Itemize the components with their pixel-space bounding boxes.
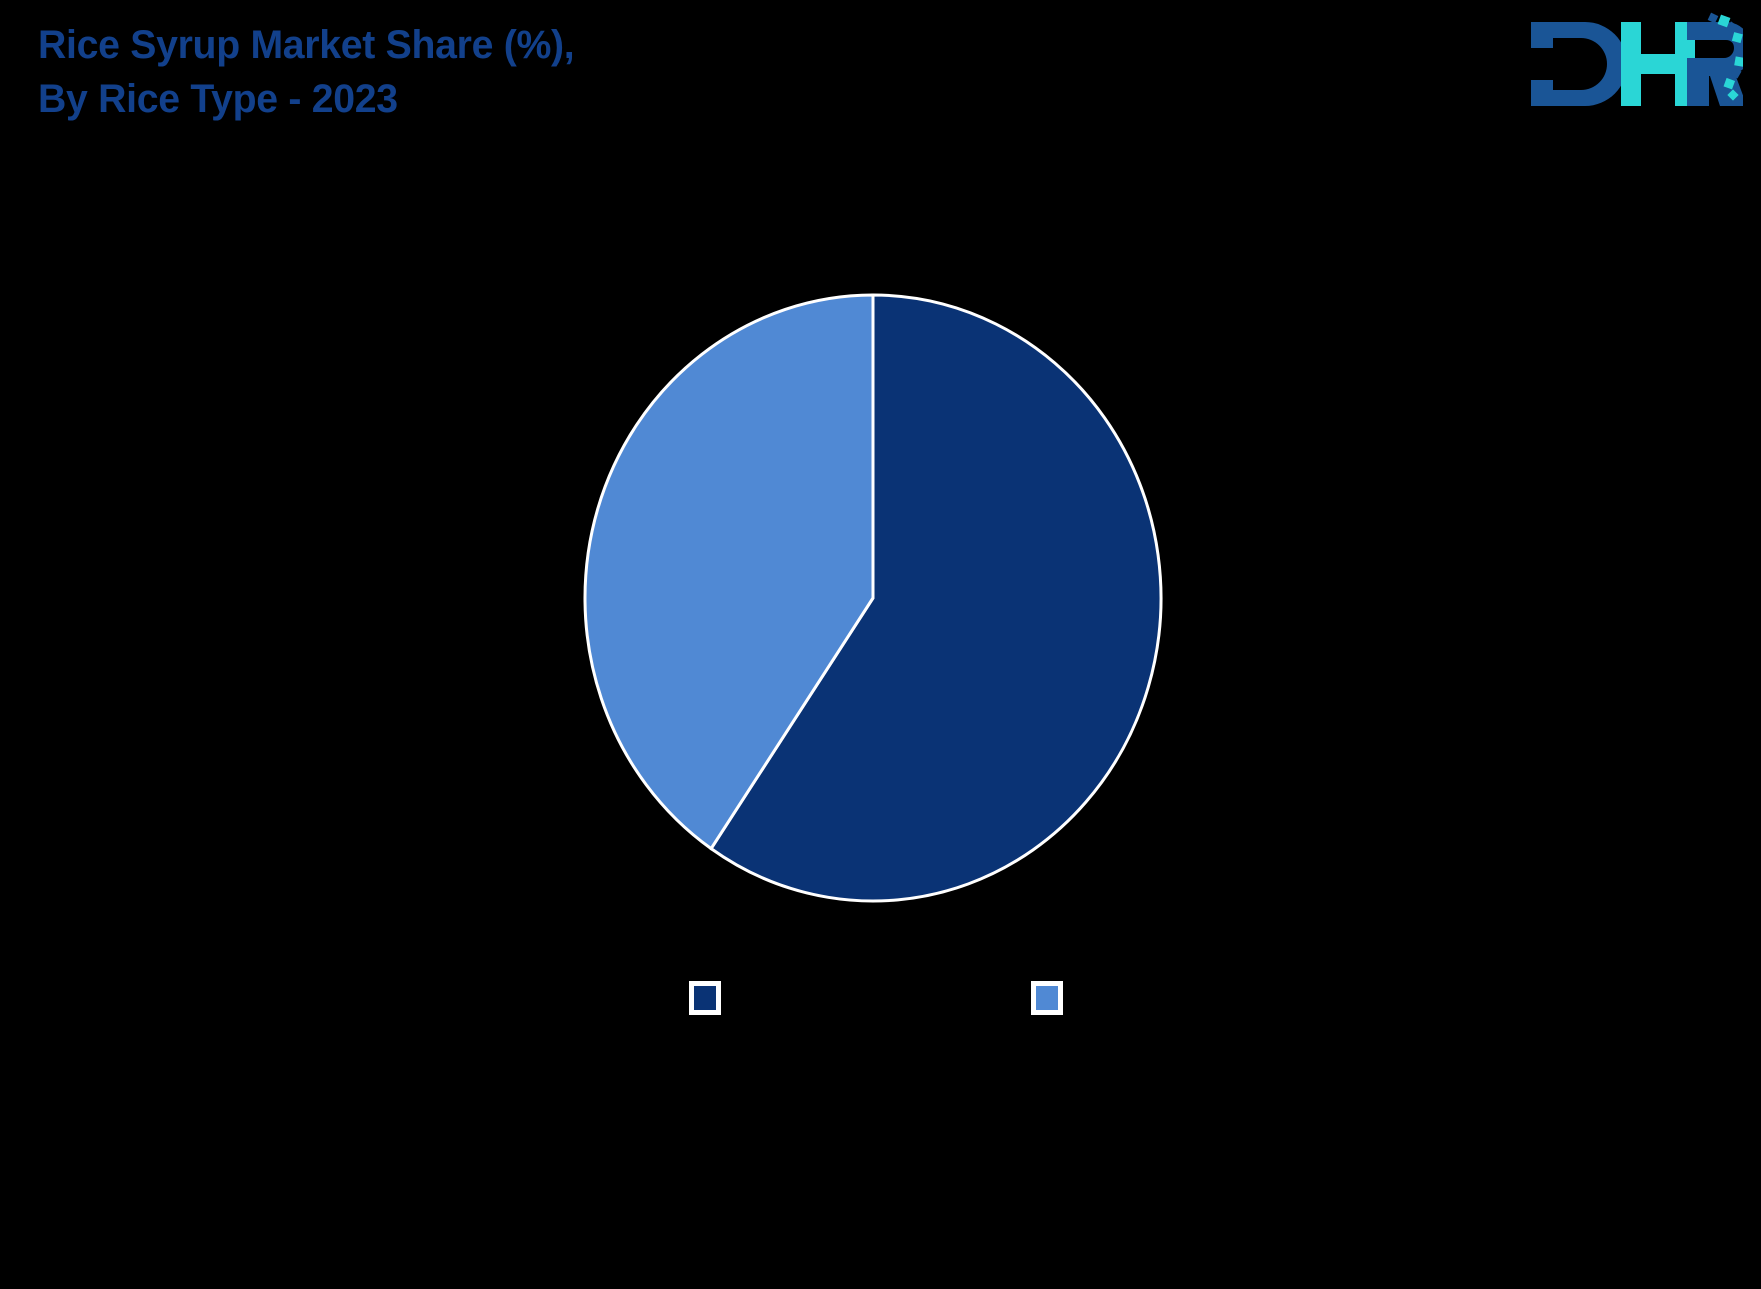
legend-item-0[interactable] (688, 981, 731, 1015)
pie-chart (583, 293, 1163, 903)
chart-plot-area (0, 140, 1761, 1140)
pie-slice-dark[interactable] (709, 293, 1163, 903)
dhr-logo (1523, 8, 1753, 120)
logo-swirl-icon (1707, 12, 1746, 101)
dhr-logo-svg (1531, 12, 1753, 106)
pie-slices (583, 293, 1163, 903)
legend-item-1[interactable] (1030, 981, 1073, 1015)
legend-swatch-0 (688, 981, 721, 1015)
legend-swatch-1 (1030, 981, 1063, 1015)
pie-slice-light[interactable] (583, 293, 875, 851)
logo-letter-d-icon (1531, 22, 1627, 106)
logo-letter-h-icon (1621, 22, 1695, 106)
page-title: Rice Syrup Market Share (%), By Rice Typ… (38, 23, 575, 121)
chart-legend (0, 978, 1761, 1018)
logo-letter-r-icon (1687, 22, 1753, 106)
